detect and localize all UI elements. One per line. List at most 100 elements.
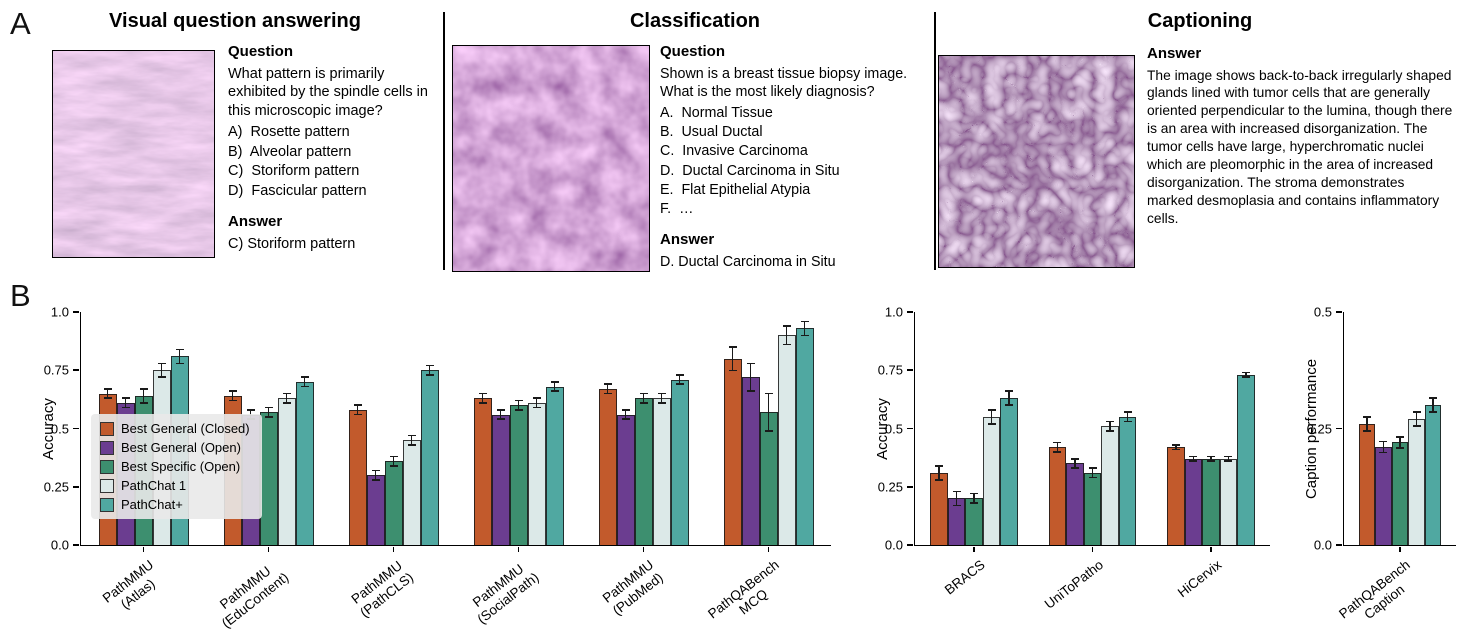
bar-best-general-closed-	[1358, 423, 1376, 545]
x-tick-label: PathMMU (PathCLS)	[349, 557, 417, 620]
x-tick	[1399, 547, 1401, 552]
bar-pathchat-	[420, 370, 439, 545]
bar-pathchat-	[1000, 398, 1018, 545]
error-bar	[428, 365, 431, 375]
x-tick-label: UniToPatho	[1041, 557, 1106, 612]
error-bar-cap	[407, 434, 416, 437]
error-bar	[1091, 468, 1094, 478]
x-tick	[517, 547, 520, 552]
section-title: Captioning	[1147, 10, 1253, 32]
error-bar-cap	[782, 343, 791, 346]
x-tick-label: PathMMU (PubMed)	[600, 557, 666, 618]
y-tick-label: 0.0	[884, 537, 903, 553]
error-bar	[1175, 444, 1177, 450]
option-line: C. Invasive Carcinoma	[660, 143, 808, 160]
error-bar-cap	[1171, 444, 1180, 446]
error-bar-cap	[1070, 458, 1079, 460]
error-bar-cap	[935, 465, 944, 467]
error-bar-cap	[1241, 371, 1250, 374]
y-tick-label: 0.25	[1306, 421, 1332, 436]
error-bar-cap	[1106, 430, 1114, 432]
option-line: F. …	[660, 201, 694, 218]
y-tick-label: 0.25	[43, 479, 69, 495]
histology-spindle-cells-image	[52, 50, 215, 258]
bar-best-specific-open-	[634, 398, 653, 545]
y-tick	[73, 311, 79, 313]
error-bar-cap	[782, 325, 791, 327]
error-bar-cap	[746, 390, 755, 392]
x-tick-label: PathQABench MCQ	[705, 557, 782, 622]
bar-best-specific-open-	[965, 498, 983, 545]
error-bar-cap	[282, 392, 291, 395]
error-bar	[1192, 456, 1195, 462]
error-bar-cap	[800, 334, 809, 337]
error-bar-cap	[514, 409, 523, 411]
error-bar-cap	[657, 402, 666, 404]
error-bar-cap	[603, 392, 612, 395]
error-bar	[285, 393, 288, 403]
error-bar	[1126, 412, 1129, 422]
bar-pathchat-1	[527, 402, 546, 545]
legend-item: Best Specific (Open)	[100, 459, 250, 474]
bar-pathchat-	[295, 381, 314, 545]
paragraph: D. Ductal Carcinoma in Situ	[660, 253, 836, 270]
bar-best-general-closed-	[930, 472, 948, 545]
y-tick	[73, 427, 79, 430]
block-heading: Question	[228, 43, 294, 60]
error-bar-cap	[1123, 420, 1132, 423]
error-bar-cap	[1412, 411, 1421, 413]
x-tick-label: PathQABench Caption	[1336, 557, 1414, 622]
x-tick	[767, 547, 770, 552]
error-bar-cap	[1379, 451, 1388, 454]
error-bar-cap	[1053, 451, 1062, 453]
text-block: Question Shown is a breast tissue biopsy …	[660, 42, 936, 219]
bar-chart-1: Accuracy 0.0 0.25 0.5 0.75 1.0 PathMMU (Atlas)…	[28, 300, 852, 638]
legend-swatch	[100, 440, 114, 455]
bar-best-general-open-	[1375, 447, 1392, 545]
error-bar-cap	[970, 492, 979, 495]
bar-best-general-closed-	[1048, 447, 1067, 545]
error-bar	[481, 393, 484, 403]
error-bar-cap	[532, 397, 541, 399]
error-bar	[160, 363, 163, 378]
plot-area: 0.0 0.25 0.5 0.75 1.0 BRACS UniToPatho HiCervix	[878, 305, 1270, 612]
error-bar-cap	[1070, 467, 1079, 469]
y-tick-label: 0.25	[877, 479, 903, 495]
error-bar-cap	[728, 346, 737, 348]
error-bar-cap	[1362, 416, 1371, 418]
y-tick-label: 1.0	[50, 304, 69, 320]
error-bar	[1432, 398, 1434, 413]
bar-pathchat-	[670, 379, 689, 545]
error-bar-cap	[389, 465, 398, 467]
error-bar-cap	[1123, 411, 1132, 413]
error-bar-cap	[478, 392, 487, 395]
error-bar	[231, 391, 234, 401]
bar-best-general-open-	[616, 414, 635, 545]
legend-swatch	[100, 478, 114, 493]
error-bar-cap	[103, 397, 112, 399]
error-bar-cap	[550, 390, 559, 392]
panel-a-label: A	[10, 6, 31, 41]
bar-pathchat-	[545, 386, 564, 545]
error-bar	[374, 470, 377, 480]
section-title: Visual question answering	[109, 10, 361, 32]
y-tick	[907, 544, 913, 546]
error-bar-cap	[639, 392, 648, 395]
error-bar	[642, 393, 645, 403]
option-line: A) Rosette pattern	[228, 124, 350, 141]
error-bar	[499, 409, 502, 420]
error-bar-cap	[264, 416, 273, 418]
bar-pathchat-1	[652, 398, 671, 545]
error-bar	[660, 393, 663, 403]
error-bar-cap	[139, 388, 148, 390]
histology-glands-image	[938, 55, 1135, 268]
option-line: D) Fascicular pattern	[228, 182, 367, 199]
error-bar-cap	[496, 418, 505, 420]
bar-best-general-closed-	[348, 409, 367, 545]
bar-best-general-open-	[741, 377, 760, 545]
error-bar	[973, 493, 975, 504]
bar-best-general-closed-	[1167, 447, 1185, 545]
error-bar-cap	[300, 385, 309, 388]
